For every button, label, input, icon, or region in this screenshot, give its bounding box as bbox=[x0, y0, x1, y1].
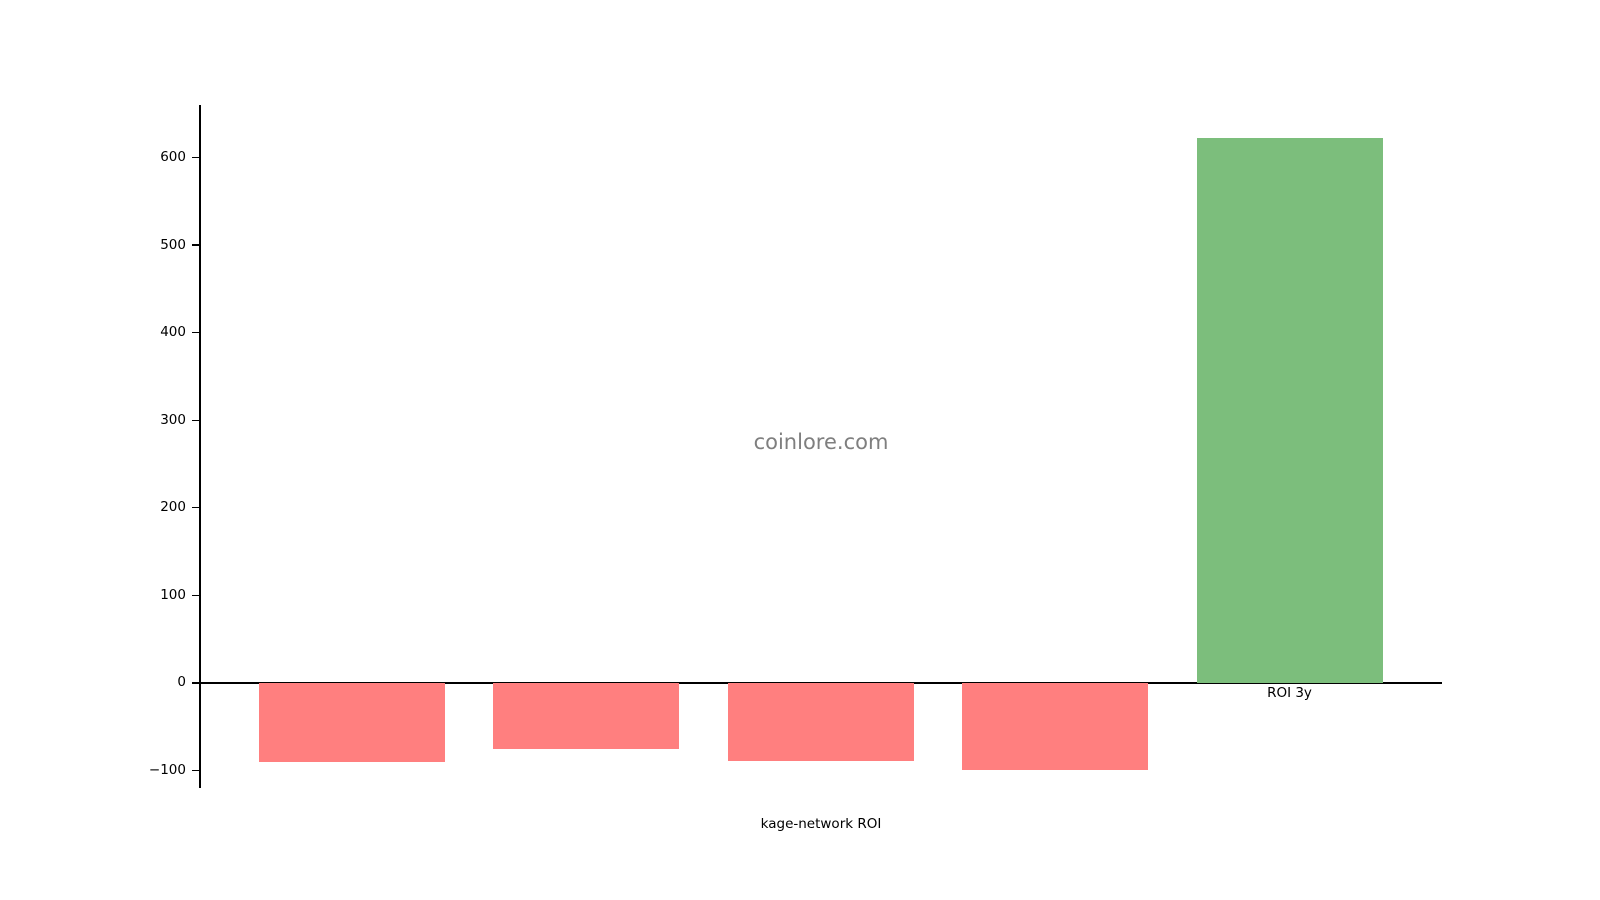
x-axis-zero-line bbox=[199, 682, 1442, 684]
bar-negative bbox=[493, 682, 679, 749]
y-tick-label: 300 bbox=[160, 411, 186, 428]
x-tick-label: ROI 3y bbox=[1267, 684, 1312, 701]
y-tick-mark bbox=[192, 419, 199, 421]
bar-negative bbox=[258, 682, 445, 762]
y-tick-mark bbox=[192, 769, 199, 772]
y-tick-label: 400 bbox=[160, 324, 186, 341]
bar-negative bbox=[727, 682, 914, 761]
y-tick-label: 100 bbox=[160, 586, 186, 603]
y-tick-label: 500 bbox=[160, 236, 186, 253]
y-tick-label: 0 bbox=[177, 674, 186, 691]
bar-negative bbox=[962, 682, 1148, 771]
y-tick-mark bbox=[192, 594, 199, 597]
watermark-text: coinlore.com bbox=[753, 430, 889, 454]
y-tick-label: 200 bbox=[160, 499, 186, 516]
x-axis-title: kage-network ROI bbox=[760, 816, 882, 832]
y-tick-mark bbox=[192, 507, 199, 509]
y-tick-label: 600 bbox=[160, 149, 186, 166]
y-tick-mark bbox=[192, 244, 199, 246]
bar-positive bbox=[1196, 138, 1383, 683]
y-tick-mark bbox=[192, 682, 199, 684]
y-tick-mark bbox=[192, 331, 199, 334]
y-axis-line bbox=[199, 105, 201, 788]
y-tick-label: −100 bbox=[148, 761, 186, 778]
y-tick-mark bbox=[192, 156, 199, 159]
